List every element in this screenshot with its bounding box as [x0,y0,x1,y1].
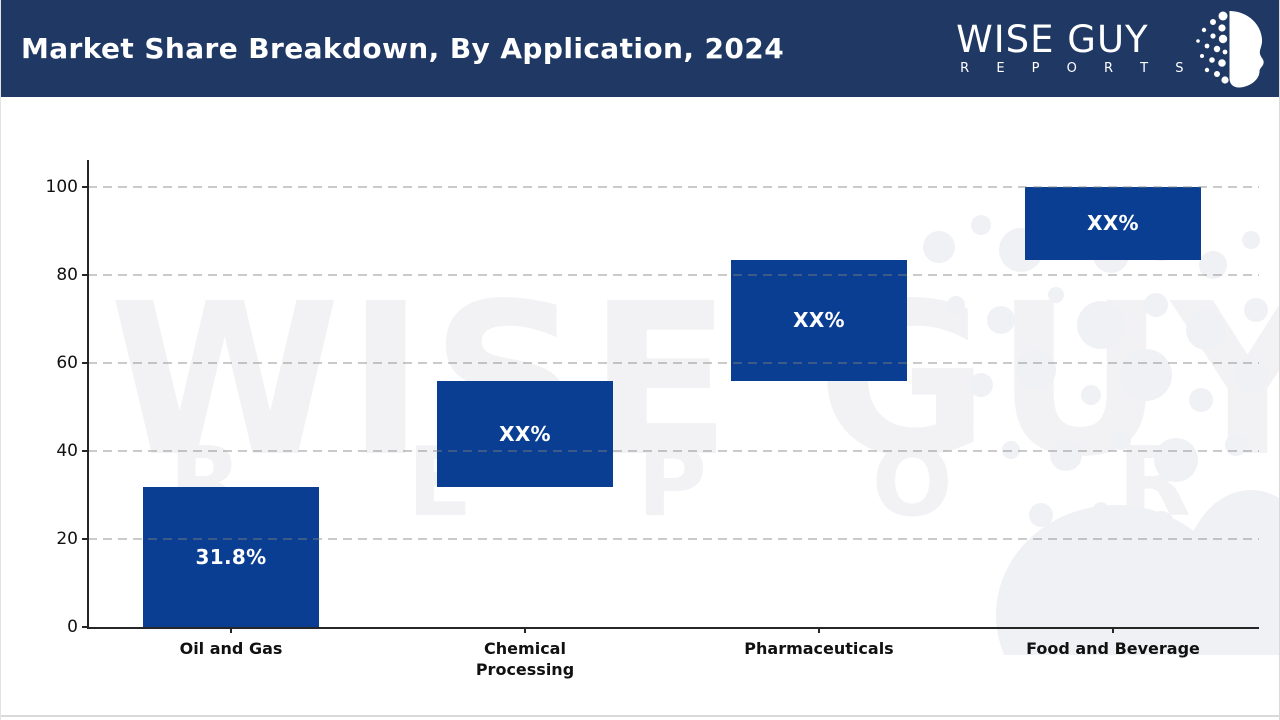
y-tick-label: 40 [56,441,78,461]
x-axis-tick [1112,627,1114,633]
y-tick-label: 80 [56,265,78,285]
y-tick-label: 20 [56,529,78,549]
x-category-label: Chemical Processing [475,639,575,680]
gridline [88,274,1259,276]
bar-segment: XX% [731,259,907,381]
page-title: Market Share Breakdown, By Application, … [21,32,785,65]
figure-bottom-border [1,715,1279,717]
gridline [88,186,1259,188]
bar-value-label: XX% [499,421,551,446]
header-bar: Market Share Breakdown, By Application, … [1,0,1279,97]
x-category-label: Pharmaceuticals [744,639,894,658]
logo-brand-subtitle: R E P O R T S [960,61,1195,76]
bar-segment: XX% [437,380,613,488]
x-axis-tick [818,627,820,633]
x-category-label: Food and Beverage [1026,639,1200,658]
x-axis-line [87,627,1259,629]
gridline [88,450,1259,452]
y-tick-label: 0 [67,617,78,637]
bar-segment: 31.8% [143,487,319,627]
gridline [88,538,1259,540]
watermark-face-pattern [923,209,1279,655]
x-axis-tick [230,627,232,633]
brand-logo: WISE GUY R E P O R T S [956,8,1279,90]
y-axis-line [87,160,89,629]
x-category-label: Oil and Gas [179,639,283,658]
bar-value-label: 31.8% [195,545,267,570]
y-axis-tick [82,626,88,628]
logo-face-icon [1196,10,1264,88]
y-axis-tick [82,538,88,540]
logo-brand-name: WISE GUY [956,18,1149,61]
bar-value-label: XX% [1087,211,1139,236]
y-axis-tick [82,274,88,276]
y-axis-tick [82,362,88,364]
bar-value-label: XX% [793,308,845,333]
y-tick-label: 60 [56,353,78,373]
watermark-brand-text: WISE GUY [109,258,1280,503]
y-axis-tick [82,186,88,188]
y-axis-tick [82,450,88,452]
y-tick-label: 100 [45,177,78,197]
x-axis-tick [524,627,526,633]
gridline [88,362,1259,364]
bar-segment: XX% [1025,187,1201,260]
